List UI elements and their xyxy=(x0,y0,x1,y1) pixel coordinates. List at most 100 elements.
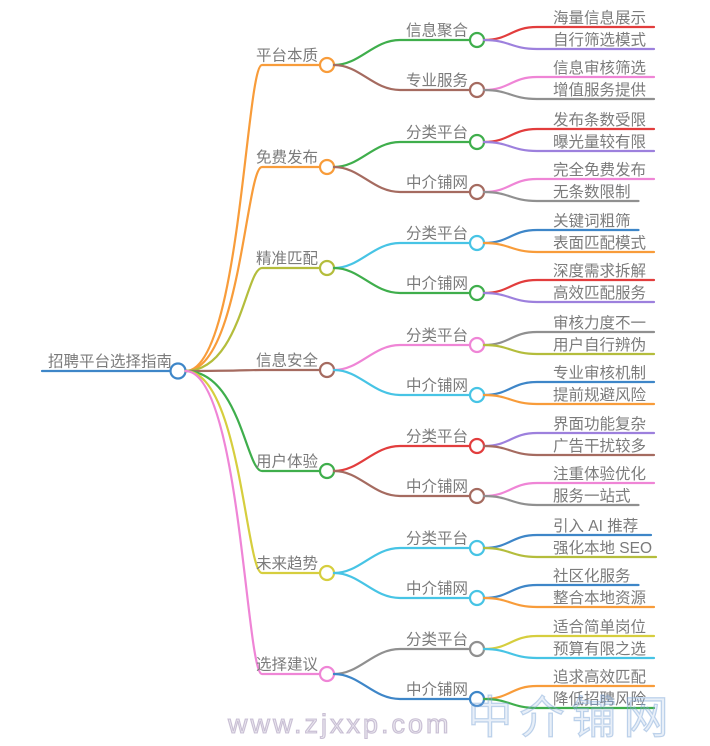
leaf-underline xyxy=(482,546,658,559)
branch-node-circle[interactable] xyxy=(318,462,336,480)
subtopic-node-circle[interactable] xyxy=(468,183,486,201)
leaf-label[interactable]: 适合简单岗位 xyxy=(553,618,646,636)
branch-connector xyxy=(184,369,322,575)
branch-node-circle[interactable] xyxy=(318,56,336,74)
subtopic-node-circle[interactable] xyxy=(468,539,486,557)
leaf-label[interactable]: 整合本地资源 xyxy=(553,589,646,607)
leaf-label[interactable]: 自行筛选模式 xyxy=(553,31,646,49)
leaf-underline xyxy=(482,647,656,660)
leaf-label[interactable]: 表面匹配模式 xyxy=(553,234,646,252)
root-node-circle[interactable] xyxy=(169,362,187,380)
subtopic-node-label[interactable]: 分类平台 xyxy=(406,631,468,649)
branch-node-label[interactable]: 信息安全 xyxy=(256,352,319,370)
subtopic-node-label[interactable]: 中介铺网 xyxy=(406,478,468,496)
subtopic-node-circle[interactable] xyxy=(468,234,486,252)
leaf-underline xyxy=(482,190,640,203)
leaf-label[interactable]: 预算有限之选 xyxy=(553,639,646,658)
subtopic-node-circle[interactable] xyxy=(468,437,486,455)
branch-connector xyxy=(184,63,322,373)
branch-node-label[interactable]: 平台本质 xyxy=(256,47,318,65)
branch-node-circle[interactable] xyxy=(318,361,336,379)
subtopic-connector xyxy=(332,444,472,473)
subtopic-node-label[interactable]: 分类平台 xyxy=(406,428,468,446)
subtopic-node-circle[interactable] xyxy=(468,487,486,505)
subtopic-node-label[interactable]: 中介铺网 xyxy=(406,174,468,192)
subtopic-connector xyxy=(332,571,472,600)
subtopic-connector xyxy=(332,672,472,701)
leaf-label[interactable]: 用户自行辨伪 xyxy=(553,336,646,354)
branch-node-label[interactable]: 免费发布 xyxy=(256,149,318,167)
leaf-label[interactable]: 强化本地 SEO xyxy=(553,539,652,557)
leaf-label[interactable]: 无条数限制 xyxy=(553,183,631,201)
subtopic-node-label[interactable]: 分类平台 xyxy=(406,124,468,142)
branch-connector xyxy=(184,369,322,676)
subtopic-connector xyxy=(332,266,472,295)
leaf-underline xyxy=(482,38,656,51)
branch-connector xyxy=(184,165,322,373)
leaf-label[interactable]: 社区化服务 xyxy=(553,567,631,585)
root-node-label[interactable]: 招聘平台选择指南 xyxy=(48,353,172,371)
subtopic-node-label[interactable]: 中介铺网 xyxy=(406,681,468,699)
subtopic-connector xyxy=(332,140,472,169)
leaf-label[interactable]: 降低招聘风险 xyxy=(553,690,647,708)
leaf-label[interactable]: 增值服务提供 xyxy=(553,81,646,99)
leaf-label[interactable]: 完全免费发布 xyxy=(553,161,646,179)
leaf-label[interactable]: 审核力度不一 xyxy=(553,314,646,332)
leaf-label[interactable]: 海量信息展示 xyxy=(553,9,646,27)
subtopic-node-label[interactable]: 分类平台 xyxy=(406,530,468,548)
leaf-label[interactable]: 注重体验优化 xyxy=(553,465,646,483)
subtopic-node-circle[interactable] xyxy=(468,589,486,607)
branch-node-circle[interactable] xyxy=(318,158,336,176)
leaf-label[interactable]: 服务一站式 xyxy=(553,487,631,505)
leaf-label[interactable]: 信息审核筛选 xyxy=(553,59,646,77)
leaf-label[interactable]: 深度需求拆解 xyxy=(553,262,646,280)
subtopic-node-circle[interactable] xyxy=(468,386,486,404)
subtopic-connector xyxy=(332,63,472,92)
subtopic-connector xyxy=(332,165,472,194)
subtopic-connector xyxy=(332,241,472,270)
subtopic-node-label[interactable]: 中介铺网 xyxy=(406,377,468,395)
subtopic-connector xyxy=(332,469,472,498)
subtopic-node-circle[interactable] xyxy=(468,336,486,354)
leaf-label[interactable]: 提前规避风险 xyxy=(553,386,647,404)
branch-node-circle[interactable] xyxy=(318,564,336,582)
subtopic-node-label[interactable]: 中介铺网 xyxy=(406,275,468,293)
subtopic-node-circle[interactable] xyxy=(468,640,486,658)
leaf-label[interactable]: 广告干扰较多 xyxy=(553,437,646,455)
branch-node-label[interactable]: 未来趋势 xyxy=(256,555,318,573)
leaf-underline xyxy=(482,596,656,609)
leaf-label[interactable]: 曝光量较有限 xyxy=(553,133,646,151)
leaf-label[interactable]: 发布条数受限 xyxy=(553,111,646,129)
subtopic-node-circle[interactable] xyxy=(468,284,486,302)
subtopic-node-label[interactable]: 分类平台 xyxy=(406,327,468,345)
subtopic-node-label[interactable]: 专业服务 xyxy=(406,72,468,90)
leaf-underline xyxy=(482,494,640,507)
subtopic-connector xyxy=(332,368,472,397)
branch-node-label[interactable]: 用户体验 xyxy=(256,453,319,471)
leaf-label[interactable]: 界面功能复杂 xyxy=(553,415,646,433)
leaf-label[interactable]: 关键词粗筛 xyxy=(553,212,631,230)
subtopic-connector xyxy=(332,546,472,575)
subtopic-node-label[interactable]: 信息聚合 xyxy=(406,22,469,40)
branch-node-circle[interactable] xyxy=(318,665,336,683)
leaf-label[interactable]: 专业审核机制 xyxy=(553,364,646,382)
branch-node-circle[interactable] xyxy=(318,259,336,277)
subtopic-node-label[interactable]: 分类平台 xyxy=(406,225,468,243)
branch-node-label[interactable]: 选择建议 xyxy=(256,656,319,674)
subtopic-node-circle[interactable] xyxy=(468,690,486,708)
leaf-underline xyxy=(482,697,656,710)
leaf-underline xyxy=(482,140,656,153)
subtopic-node-label[interactable]: 中介铺网 xyxy=(406,580,468,598)
subtopic-node-circle[interactable] xyxy=(468,81,486,99)
leaf-label[interactable]: 高效匹配服务 xyxy=(553,284,646,302)
branch-connector xyxy=(184,368,322,373)
leaf-underline xyxy=(482,444,656,457)
subtopic-node-circle[interactable] xyxy=(468,31,486,49)
branch-node-label[interactable]: 精准匹配 xyxy=(256,250,318,268)
branch-connector xyxy=(184,369,322,473)
leaf-label[interactable]: 追求高效匹配 xyxy=(553,668,646,686)
leaf-label[interactable]: 引入 AI 推荐 xyxy=(553,517,638,535)
branch-connector xyxy=(184,266,322,373)
subtopic-node-circle[interactable] xyxy=(468,133,486,151)
